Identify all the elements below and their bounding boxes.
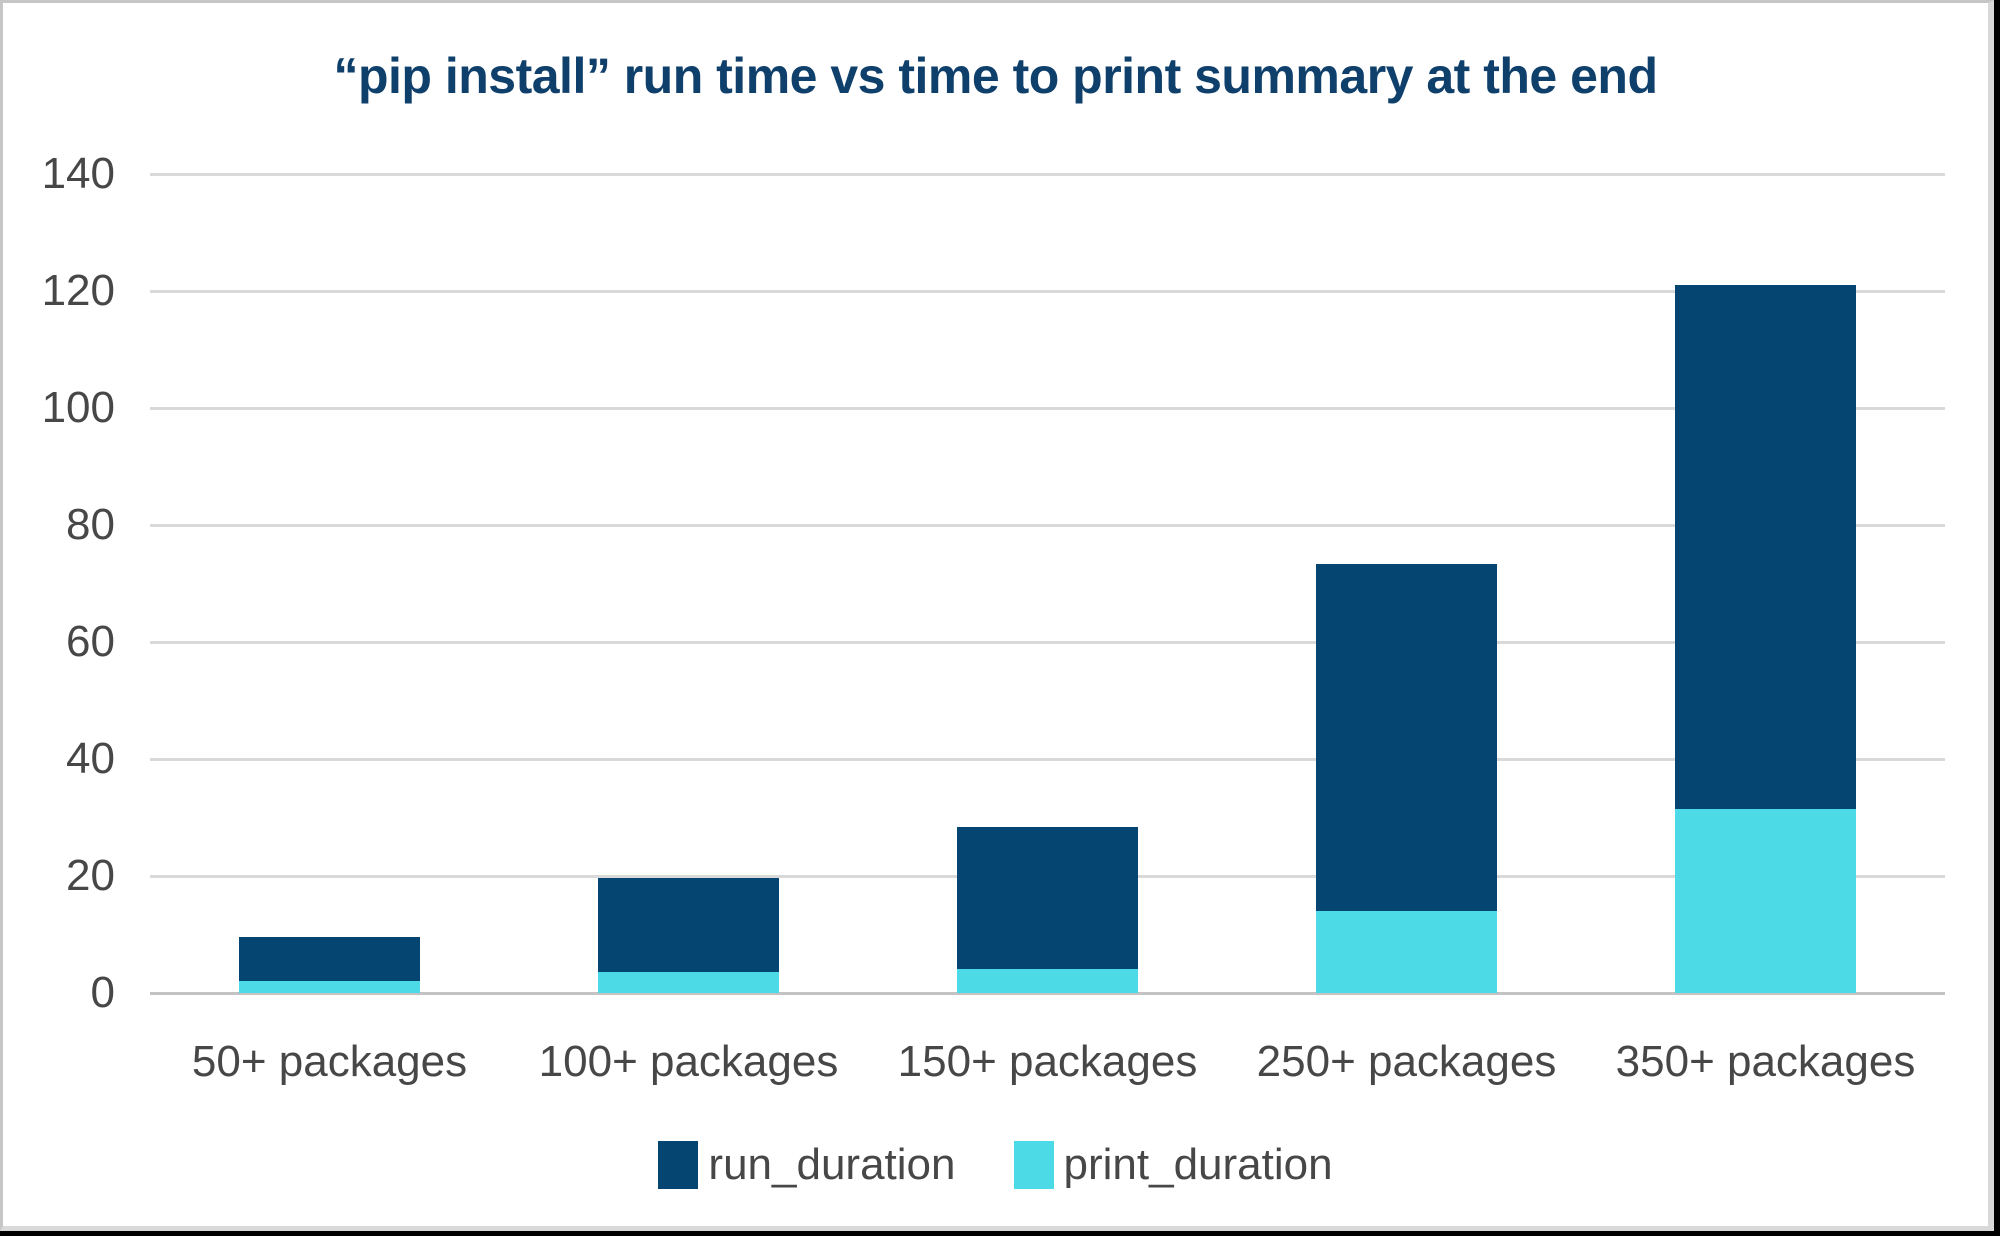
y-tick-label: 40 (66, 734, 115, 783)
legend-swatch-print-duration (1013, 1141, 1054, 1189)
y-tick-label: 0 (90, 968, 115, 1017)
y-tick-label: 20 (66, 851, 115, 900)
x-axis-line (150, 992, 1945, 995)
gridline (150, 641, 1945, 644)
y-tick-label: 60 (66, 617, 115, 666)
legend-item-run-duration: run_duration (658, 1139, 956, 1191)
bar-segment-run-duration (239, 936, 420, 982)
legend: run_duration print_duration (3, 1139, 1988, 1191)
stacked-bar-4 (1316, 563, 1497, 993)
bar-segment-print-duration (598, 971, 779, 993)
bar-segment-run-duration (1675, 285, 1856, 809)
bar-segment-run-duration (1316, 563, 1497, 912)
legend-label-run-duration: run_duration (708, 1140, 956, 1189)
legend-item-print-duration: print_duration (1013, 1139, 1333, 1191)
legend-label-print-duration: print_duration (1063, 1140, 1333, 1189)
stacked-bar-3 (957, 827, 1138, 993)
stacked-bar-1 (239, 936, 420, 993)
bar-segment-print-duration (239, 981, 420, 993)
bar-segment-print-duration (1675, 808, 1856, 993)
y-tick-label: 80 (66, 500, 115, 549)
chart-title: “pip install” run time vs time to print … (333, 48, 1658, 104)
stacked-bar-2 (598, 877, 779, 993)
gridline (150, 173, 1945, 176)
x-tick-label: 100+ packages (538, 1037, 839, 1086)
x-tick-label: 250+ packages (1256, 1037, 1557, 1086)
gridline (150, 758, 1945, 761)
x-tick-label: 50+ packages (191, 1037, 468, 1086)
y-tick-label: 100 (41, 383, 115, 432)
stacked-bar-5 (1675, 285, 1856, 993)
legend-swatch-run-duration (658, 1141, 699, 1189)
y-tick-label: 120 (41, 266, 115, 315)
bar-segment-print-duration (1316, 911, 1497, 993)
x-tick-label: 350+ packages (1615, 1037, 1916, 1086)
bar-segment-print-duration (957, 969, 1138, 993)
bar-segment-run-duration (598, 877, 779, 972)
gridline (150, 407, 1945, 410)
plot-area (150, 173, 1945, 995)
x-tick-label: 150+ packages (897, 1037, 1198, 1086)
gridline (150, 524, 1945, 527)
y-tick-label: 140 (41, 149, 115, 198)
bar-segment-run-duration (957, 827, 1138, 970)
gridline (150, 290, 1945, 293)
